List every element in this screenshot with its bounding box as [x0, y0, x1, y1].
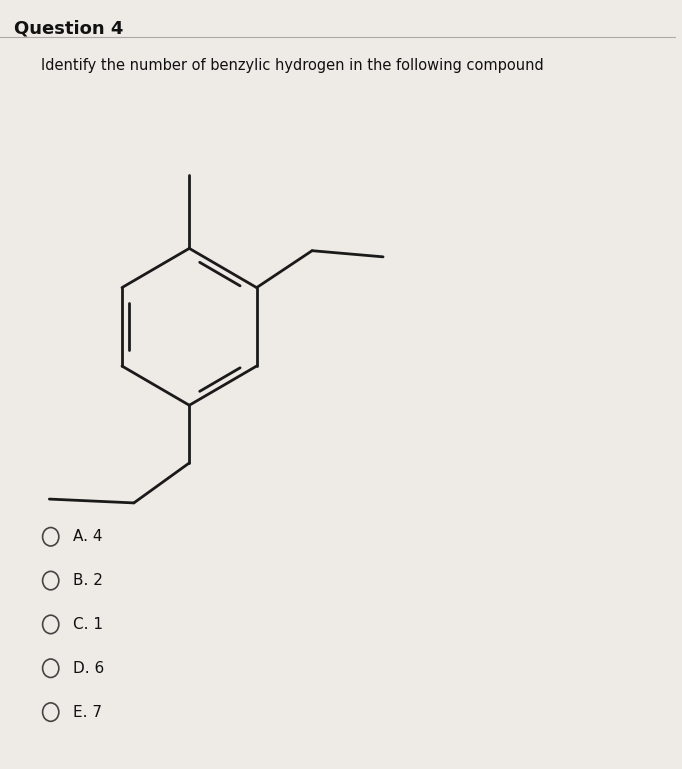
Text: E. 7: E. 7 — [73, 704, 102, 720]
Text: Question 4: Question 4 — [14, 19, 123, 37]
Text: B. 2: B. 2 — [73, 573, 103, 588]
Text: A. 4: A. 4 — [73, 529, 102, 544]
Text: D. 6: D. 6 — [73, 661, 104, 676]
Text: C. 1: C. 1 — [73, 617, 103, 632]
Text: Identify the number of benzylic hydrogen in the following compound: Identify the number of benzylic hydrogen… — [40, 58, 544, 73]
